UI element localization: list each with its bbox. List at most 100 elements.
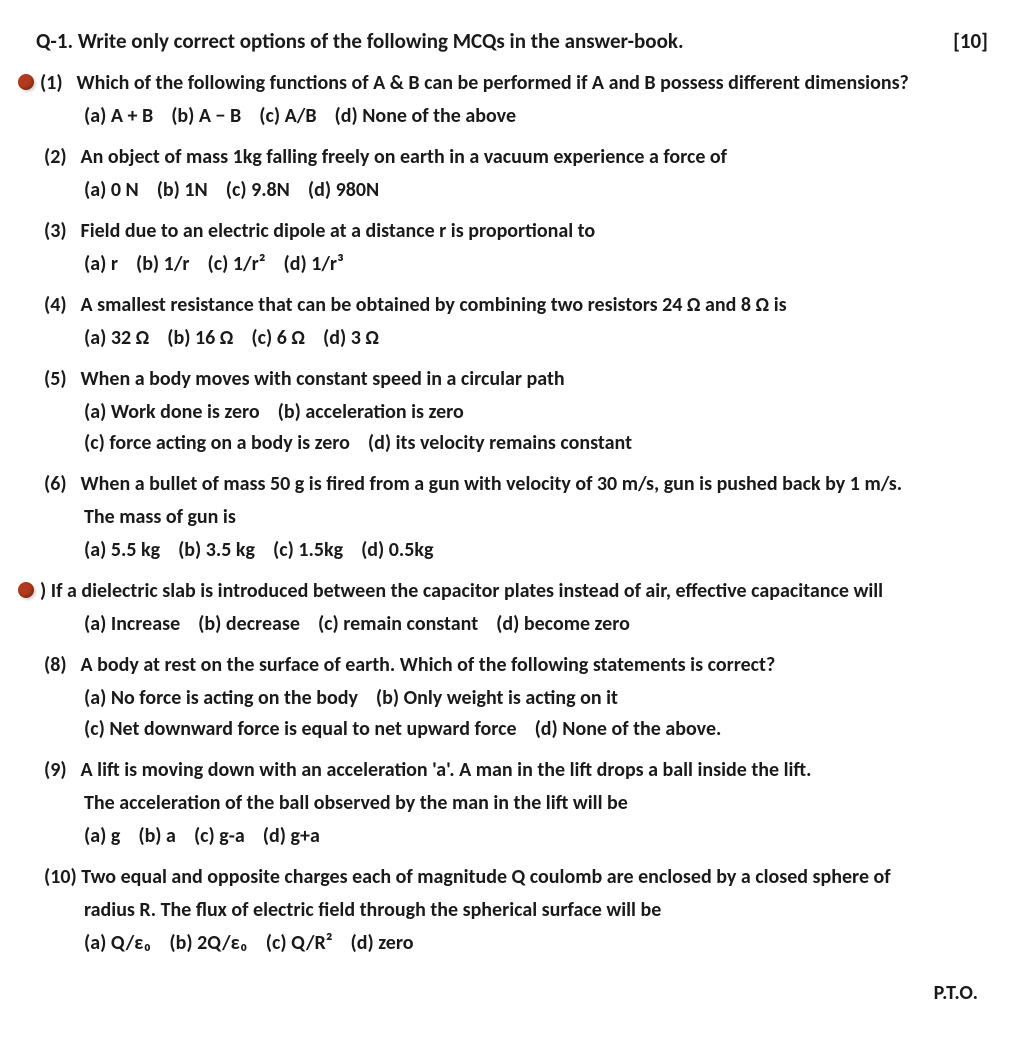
question-text: (4) A smallest resistance that can be ob… [44, 290, 988, 321]
question-text: (1) Which of the following functions of … [44, 68, 988, 99]
question-stem: A smallest resistance that can be obtain… [76, 293, 787, 317]
option: (a) Q/ε₀ [84, 928, 151, 959]
option: (b) 3.5 kg [178, 535, 255, 566]
option: (d) 3 Ω [323, 323, 379, 354]
options: (a) r(b) 1/r(c) 1/r²(d) 1/r³ [84, 249, 988, 280]
options-row: (a) r(b) 1/r(c) 1/r²(d) 1/r³ [84, 249, 988, 280]
question-number: (6) [44, 469, 76, 500]
options-row: (a) 32 Ω (b) 16 Ω (c) 6 Ω (d) 3 Ω [84, 323, 988, 354]
option: (c) force acting on a body is zero [84, 428, 350, 459]
question-text: ) If a dielectric slab is introduced bet… [44, 576, 988, 607]
question-text: (6) When a bullet of mass 50 g is fired … [44, 469, 988, 500]
option: (a) A + B [84, 101, 153, 132]
option: (c) 9.8N [226, 175, 290, 206]
option: (b) a [138, 821, 176, 852]
option: (d) 0.5kg [361, 535, 433, 566]
options-row: (c) force acting on a body is zero(d) it… [84, 428, 988, 459]
questions-container: (1) Which of the following functions of … [36, 68, 988, 959]
option: (c) g-a [194, 821, 245, 852]
option: (b) decrease [198, 609, 300, 640]
options: (a) A + B(b) A − B(c) A/B(d) None of the… [84, 101, 988, 132]
option: (a) 0 N [84, 175, 139, 206]
options: (a) Q/ε₀ (b) 2Q/ε₀ (c) Q/R² (d) zero [84, 928, 988, 959]
option: (a) Increase [84, 609, 180, 640]
options-row: (a) 5.5 kg (b) 3.5 kg (c) 1.5kg (d) 0.5kg [84, 535, 988, 566]
options-row: (a) Work done is zero(b) acceleration is… [84, 397, 988, 428]
options: (a) 0 N (b) 1N (c) 9.8N (d) 980N [84, 175, 988, 206]
question-stem: Two equal and opposite charges each of m… [77, 865, 891, 889]
option: (d) 980N [308, 175, 379, 206]
question-number: (5) [44, 364, 76, 395]
option: (a) r [84, 249, 118, 280]
option: (b) 1N [157, 175, 208, 206]
question-number: (1) [40, 68, 72, 99]
option: (b) 1/r [136, 249, 190, 280]
option: (c) Net downward force is equal to net u… [84, 714, 517, 745]
option: (a) 32 Ω [84, 323, 149, 354]
question: ) If a dielectric slab is introduced bet… [36, 576, 988, 640]
question: (1) Which of the following functions of … [36, 68, 988, 132]
option: (b) 2Q/ε₀ [169, 928, 247, 959]
option: (b) 16 Ω [167, 323, 233, 354]
question: (5) When a body moves with constant spee… [36, 364, 988, 459]
options-stack: (a) Work done is zero(b) acceleration is… [84, 397, 988, 459]
option: (d) None of the above. [535, 714, 722, 745]
question: (6) When a bullet of mass 50 g is fired … [36, 469, 988, 566]
option: (b) Only weight is acting on it [376, 683, 618, 714]
question-text: (2) An object of mass 1kg falling freely… [44, 142, 988, 173]
option: (c) Q/R² [266, 928, 333, 959]
bullet-marker-icon [18, 582, 34, 598]
option: (c) 1/r² [208, 249, 266, 280]
question-number: (8) [44, 650, 76, 681]
option: (a) Work done is zero [84, 397, 260, 428]
header-row: Q-1. Write only correct options of the f… [36, 28, 988, 54]
options-row: (a) Q/ε₀ (b) 2Q/ε₀ (c) Q/R² (d) zero [84, 928, 988, 959]
options-row: (a) 0 N (b) 1N (c) 9.8N (d) 980N [84, 175, 988, 206]
pto-label: P.T.O. [36, 981, 988, 1005]
exam-page: Q-1. Write only correct options of the f… [0, 0, 1024, 1045]
question-subtext: The acceleration of the ball observed by… [84, 788, 988, 819]
option: (c) 6 Ω [251, 323, 305, 354]
options: (a) 32 Ω (b) 16 Ω (c) 6 Ω (d) 3 Ω [84, 323, 988, 354]
options: (a) g (b) a (c) g-a (d) g+a [84, 821, 988, 852]
options-row: (a) g (b) a (c) g-a (d) g+a [84, 821, 988, 852]
question-stem: If a dielectric slab is introduced betwe… [46, 579, 883, 603]
option: (d) zero [350, 928, 413, 959]
option: (d) g+a [263, 821, 320, 852]
question-stem: A lift is moving down with an accelerati… [76, 758, 811, 782]
options-row: (a) No force is acting on the body (b) On… [84, 683, 988, 714]
question: (4) A smallest resistance that can be ob… [36, 290, 988, 354]
option: (c) A/B [259, 101, 316, 132]
options: (a) 5.5 kg (b) 3.5 kg (c) 1.5kg (d) 0.5kg [84, 535, 988, 566]
option: (c) 1.5kg [273, 535, 343, 566]
options-stack: (a) No force is acting on the body (b) On… [84, 683, 988, 745]
question-stem: Which of the following functions of A & … [72, 71, 909, 95]
question-text: (8) A body at rest on the surface of ear… [44, 650, 988, 681]
option: (d) become zero [496, 609, 630, 640]
option: (d) None of the above [335, 101, 516, 132]
options-row: (a) A + B(b) A − B(c) A/B(d) None of the… [84, 101, 988, 132]
question: (8) A body at rest on the surface of ear… [36, 650, 988, 745]
question-number: (2) [44, 142, 76, 173]
question-stem: A body at rest on the surface of earth. … [76, 653, 775, 677]
options-row: (a) Increase (b) decrease (c) remain const… [84, 609, 988, 640]
option: (a) No force is acting on the body [84, 683, 358, 714]
option: (a) 5.5 kg [84, 535, 160, 566]
question-stem: An object of mass 1kg falling freely on … [76, 145, 727, 169]
instruction-heading: Q-1. Write only correct options of the f… [36, 28, 684, 54]
question-text: (3) Field due to an electric dipole at a… [44, 216, 988, 247]
question: (10) Two equal and opposite charges each… [36, 862, 988, 959]
question: (2) An object of mass 1kg falling freely… [36, 142, 988, 206]
options: (a) Work done is zero(b) acceleration is… [84, 397, 988, 459]
option: (c) remain constant [318, 609, 478, 640]
option: (a) g [84, 821, 120, 852]
question-stem: When a body moves with constant speed in… [76, 367, 565, 391]
options: (a) Increase (b) decrease (c) remain const… [84, 609, 988, 640]
question: (3) Field due to an electric dipole at a… [36, 216, 988, 280]
marks-label: [10] [953, 28, 988, 54]
question-number: (3) [44, 216, 76, 247]
question-stem: Field due to an electric dipole at a dis… [76, 219, 595, 243]
question-text: (5) When a body moves with constant spee… [44, 364, 988, 395]
question-stem: When a bullet of mass 50 g is fired from… [76, 472, 902, 496]
bullet-marker-icon [18, 74, 34, 90]
